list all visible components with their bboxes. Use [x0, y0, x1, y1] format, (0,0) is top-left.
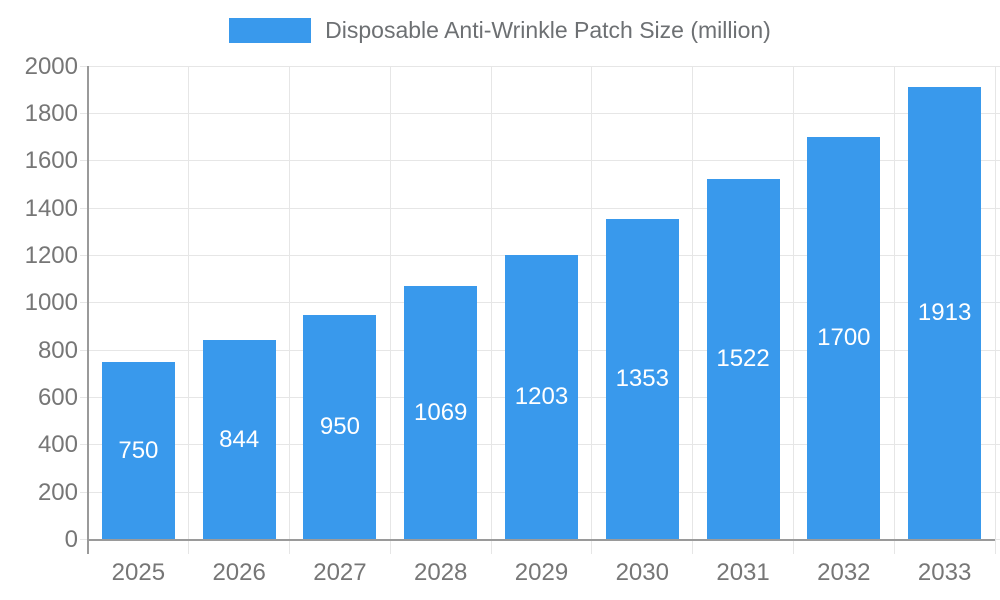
- bar[interactable]: 950: [303, 314, 377, 540]
- bar[interactable]: 1913: [908, 86, 982, 540]
- x-tick-label: 2031: [716, 559, 770, 586]
- y-gridline: [80, 65, 1000, 67]
- legend-item[interactable]: Disposable Anti-Wrinkle Patch Size (mill…: [229, 14, 771, 46]
- x-tick-label: 2029: [514, 559, 569, 586]
- legend: Disposable Anti-Wrinkle Patch Size (mill…: [0, 14, 1000, 46]
- y-tick-label: 0: [64, 526, 78, 553]
- y-tick-label: 1800: [24, 99, 78, 127]
- bar[interactable]: 1700: [807, 137, 881, 540]
- x-gridline: [289, 66, 291, 554]
- y-tick-label: 400: [37, 431, 78, 459]
- bar-value-label: 1069: [414, 398, 468, 426]
- x-tick-label: 2033: [917, 559, 972, 586]
- bar-value-label: 1353: [615, 365, 669, 393]
- y-tick-label: 800: [37, 336, 78, 364]
- y-gridline: [80, 112, 1000, 114]
- x-gridline: [692, 66, 694, 554]
- bar-value-label: 1522: [716, 345, 770, 373]
- y-tick-label: 1000: [24, 289, 78, 317]
- bar[interactable]: 1522: [706, 179, 780, 540]
- x-gridline: [994, 66, 996, 554]
- y-tick-label: 2000: [24, 52, 78, 80]
- x-gridline: [792, 66, 794, 554]
- x-axis-line: [88, 538, 995, 541]
- legend-swatch-icon: [229, 17, 312, 43]
- x-gridline: [389, 66, 391, 554]
- y-tick-label: 1400: [24, 194, 78, 222]
- x-tick-label: 2026: [212, 559, 266, 586]
- bar[interactable]: 1069: [404, 286, 478, 540]
- x-tick-label: 2030: [615, 559, 669, 586]
- y-gridline: [80, 160, 1000, 162]
- y-tick-label: 1200: [24, 241, 78, 269]
- x-gridline: [188, 66, 190, 554]
- x-gridline: [893, 66, 895, 554]
- bar[interactable]: 1203: [505, 254, 578, 540]
- x-gridline: [490, 66, 492, 554]
- x-gridline: [591, 66, 593, 554]
- bar-value-label: 1203: [514, 383, 569, 411]
- bar-value-label: 950: [319, 413, 360, 441]
- x-tick-label: 2025: [111, 559, 166, 586]
- y-gridline: [80, 207, 1000, 209]
- bar-value-label: 844: [219, 425, 260, 453]
- bar[interactable]: 844: [202, 339, 276, 540]
- legend-label: Disposable Anti-Wrinkle Patch Size (mill…: [325, 17, 771, 43]
- x-tick-label: 2028: [414, 559, 468, 586]
- y-axis-line: [87, 66, 89, 554]
- bar-value-label: 1913: [917, 299, 972, 327]
- y-tick-label: 600: [37, 383, 78, 411]
- y-tick-label: 200: [37, 478, 78, 506]
- x-tick-label: 2032: [817, 559, 871, 586]
- bar[interactable]: 1353: [605, 219, 679, 540]
- bar-value-label: 750: [118, 436, 159, 464]
- bar-value-label: 1700: [817, 324, 871, 352]
- bar[interactable]: 750: [101, 361, 175, 540]
- x-tick-label: 2027: [313, 559, 367, 586]
- y-tick-label: 1600: [24, 147, 78, 175]
